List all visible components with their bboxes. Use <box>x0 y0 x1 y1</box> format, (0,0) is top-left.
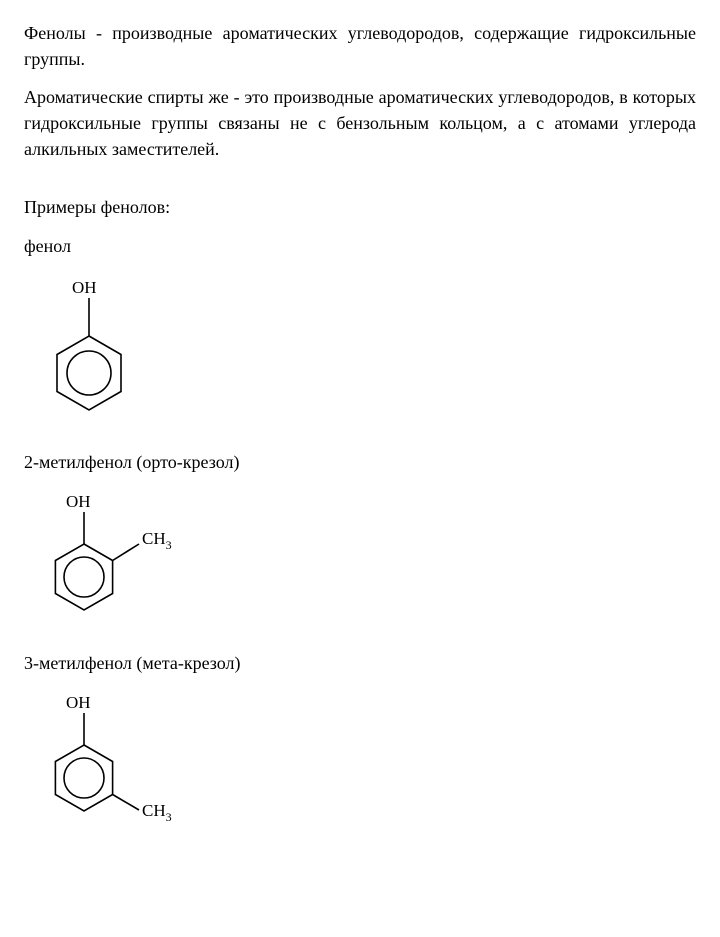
aromatic-circle <box>64 557 104 597</box>
oh-label: OH <box>72 278 97 297</box>
meta-cresol-structure-icon: OH CH3 <box>34 690 204 830</box>
aromatic-circle <box>64 758 104 798</box>
ch3-bond <box>113 794 139 810</box>
compound2-diagram: OH CH3 <box>34 489 696 624</box>
paragraph-phenols-def: Фенолы - производные ароматических углев… <box>24 20 696 72</box>
ch3-bond <box>113 544 139 561</box>
phenol-structure-icon: OH <box>34 273 144 423</box>
ch3-label: CH3 <box>142 801 172 824</box>
ortho-cresol-structure-icon: OH CH3 <box>34 489 204 624</box>
aromatic-circle <box>67 351 111 395</box>
compound3-diagram: OH CH3 <box>34 690 696 830</box>
compound2-label: 2-метилфенол (орто-крезол) <box>24 449 696 475</box>
oh-label: OH <box>66 492 91 511</box>
compound1-diagram: OH <box>34 273 696 423</box>
compound3-label: 3-метилфенол (мета-крезол) <box>24 650 696 676</box>
oh-label: OH <box>66 693 91 712</box>
paragraph-aromatic-alcohols: Ароматические спирты же - это производны… <box>24 84 696 162</box>
examples-heading: Примеры фенолов: <box>24 194 696 220</box>
ch3-label: CH3 <box>142 529 172 552</box>
compound1-label: фенол <box>24 233 696 259</box>
